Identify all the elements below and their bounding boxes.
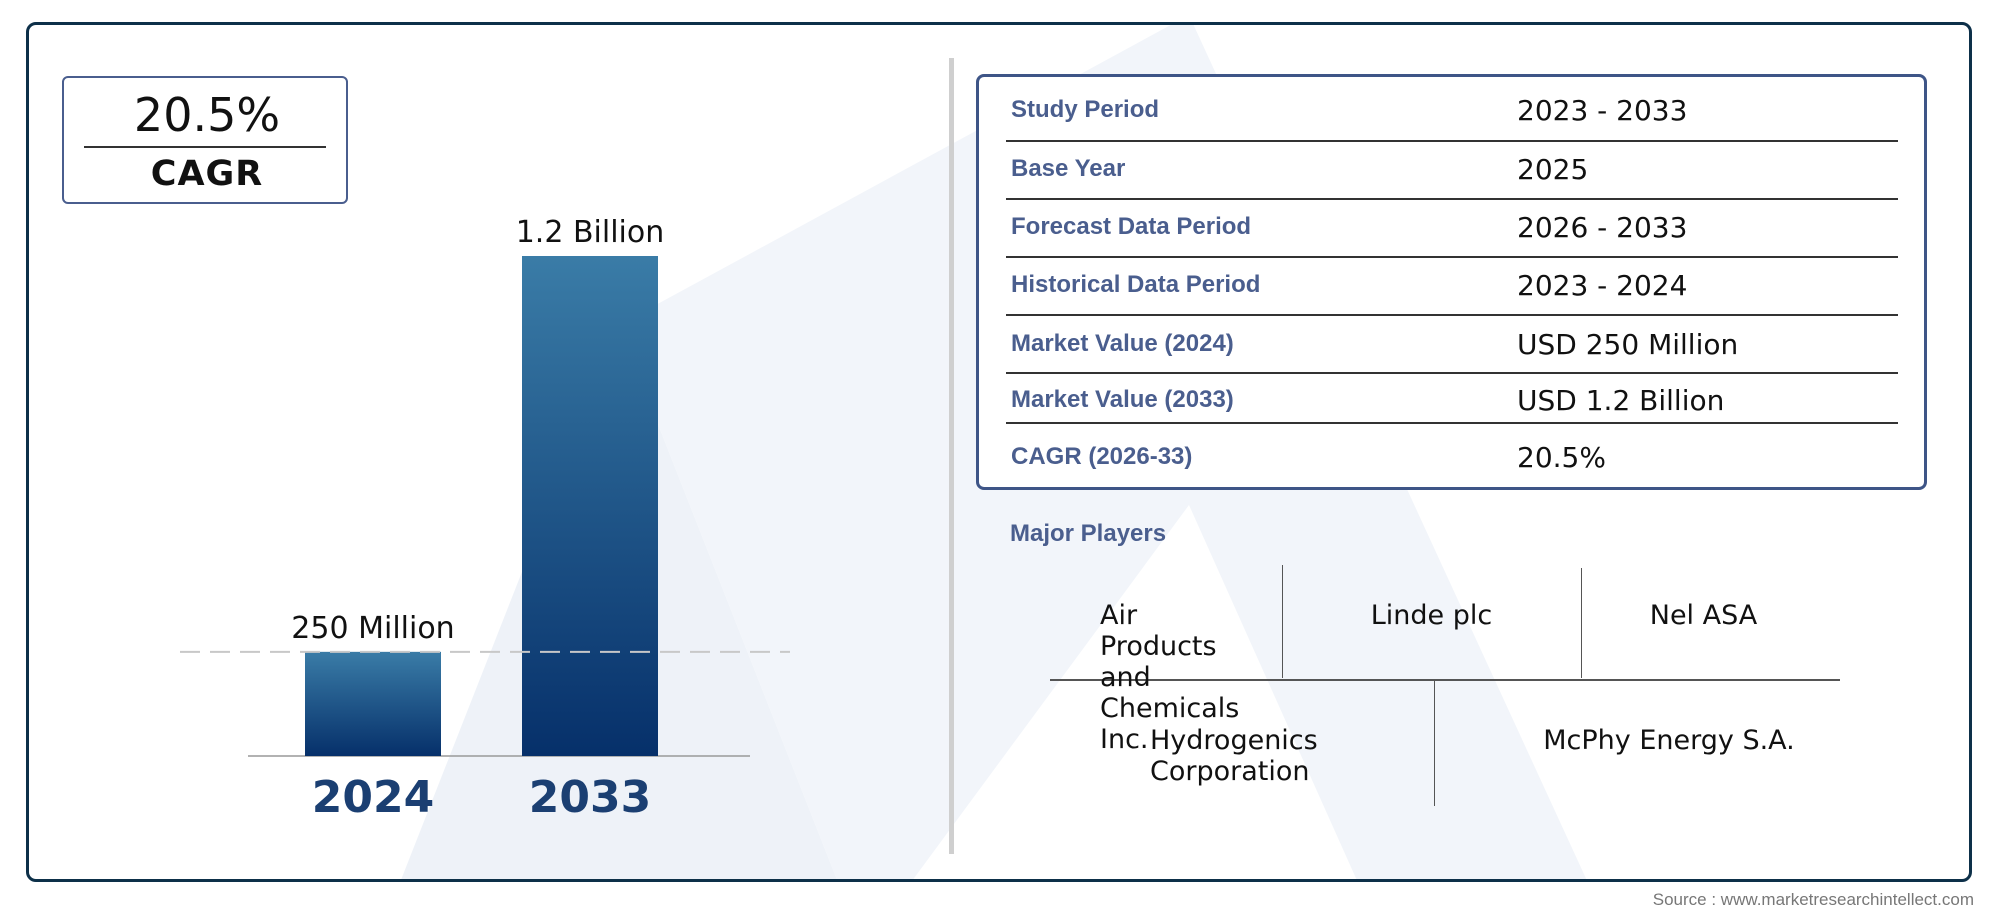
table-row-key: Base Year: [1011, 155, 1126, 182]
vertical-divider: [949, 58, 954, 854]
player-hydrogenics: Hydrogenics Corporation: [1150, 725, 1318, 787]
table-row-value: 2023 - 2033: [1517, 94, 1688, 127]
table-row-value: 20.5%: [1517, 441, 1606, 474]
bar-data-label: 1.2 Billion: [516, 215, 665, 250]
players-vline-1: [1282, 565, 1283, 678]
x-tick-label: 2033: [529, 772, 651, 823]
table-row-key: Historical Data Period: [1011, 271, 1261, 298]
table-row-key: Market Value (2033): [1011, 386, 1234, 413]
bar-chart: 250 Million 2024 1.2 Billion 2033: [180, 215, 790, 823]
table-row-key: Study Period: [1011, 96, 1160, 123]
table-row-divider: [1006, 372, 1898, 374]
table-row-divider: [1006, 314, 1898, 316]
table-row-divider: [1006, 198, 1898, 200]
player-linde: Linde plc: [1370, 600, 1493, 631]
player-air-products: Air Products and Chemicals Inc.: [1100, 600, 1240, 755]
player-nel: Nel ASA: [1649, 600, 1758, 631]
x-tick-label: 2024: [312, 772, 434, 823]
cagr-divider: [84, 146, 326, 148]
cagr-value: 20.5%: [133, 88, 281, 142]
players-vline-2: [1581, 568, 1582, 678]
table-row-value: 2023 - 2024: [1517, 269, 1688, 302]
table-row-value: USD 250 Million: [1517, 328, 1739, 361]
cagr-box: 20.5% CAGR: [62, 76, 348, 204]
table-row-value: 2026 - 2033: [1517, 211, 1688, 244]
bar-2024: [305, 651, 441, 756]
source-note: Source : www.marketresearchintellect.com: [1652, 890, 1974, 909]
table-row-divider: [1006, 140, 1898, 142]
table-row-key: Market Value (2024): [1011, 330, 1234, 357]
table-row-value: USD 1.2 Billion: [1517, 384, 1725, 417]
players-hline: [1050, 679, 1840, 681]
table-row-divider: [1006, 256, 1898, 258]
player-mcphy: McPhy Energy S.A.: [1543, 725, 1795, 756]
major-players-title: Major Players: [1010, 520, 1167, 547]
table-row-key: Forecast Data Period: [1011, 213, 1252, 240]
table-row-value: 2025: [1517, 153, 1589, 186]
bar-data-label: 250 Million: [291, 611, 454, 646]
cagr-label: CAGR: [150, 154, 264, 194]
table-row-key: CAGR (2026-33): [1011, 443, 1193, 470]
bar-2033: [522, 256, 658, 756]
market-summary-table: [976, 74, 1927, 490]
players-vline-3: [1434, 680, 1435, 806]
table-row-divider: [1006, 422, 1898, 424]
